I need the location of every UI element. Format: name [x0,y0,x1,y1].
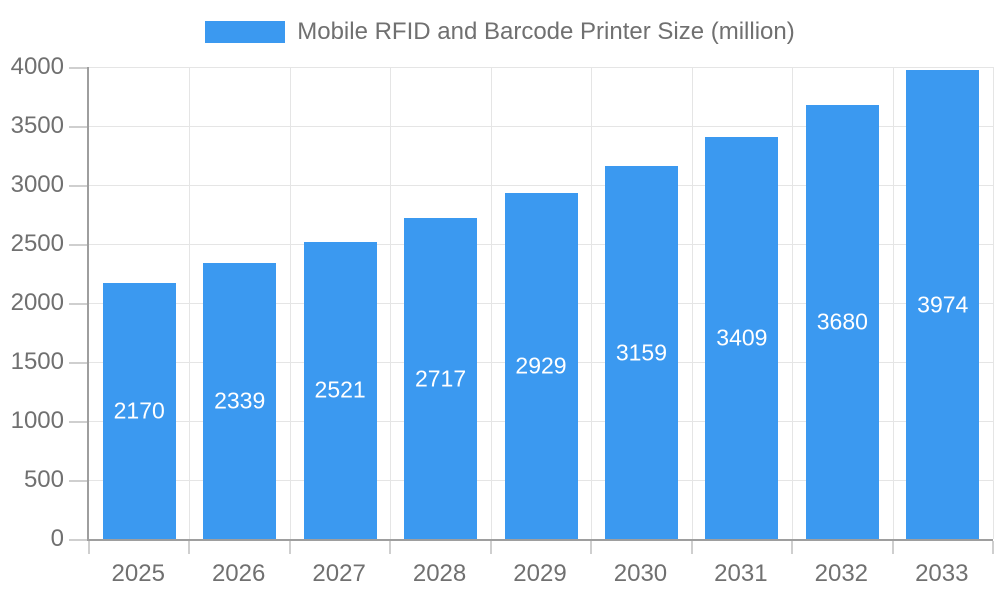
bar-value-label: 3159 [615,339,668,366]
gridline-vertical [390,67,392,539]
x-axis-tick [188,541,191,554]
x-axis-tick [489,541,492,554]
x-axis-label: 2029 [513,560,567,587]
y-axis-label: 3000 [10,171,64,198]
gridline-vertical [892,67,894,539]
y-axis-label: 0 [50,525,64,552]
bar[interactable] [805,104,879,539]
bar-value-label: 2717 [414,365,467,392]
bar[interactable] [203,263,277,539]
gridline-vertical [490,67,492,539]
gridline-vertical [993,67,994,539]
legend-label: Mobile RFID and Barcode Printer Size (mi… [297,18,795,45]
bar-value-label: 2929 [515,352,567,379]
y-axis-label: 2500 [10,230,64,257]
y-axis-tick [69,480,87,482]
legend-swatch [205,21,286,43]
gridline-horizontal [89,185,993,186]
y-axis-label: 3500 [10,112,64,139]
x-axis-label: 2031 [714,560,768,587]
legend[interactable]: Mobile RFID and Barcode Printer Size (mi… [0,18,1000,46]
x-axis-tick [88,541,90,554]
bar[interactable] [604,166,678,539]
y-axis-label: 1000 [10,407,64,434]
bar[interactable] [404,218,478,539]
gridline-vertical [189,67,191,539]
y-axis-label: 1500 [10,348,64,375]
x-axis-label: 2027 [312,560,366,587]
x-axis-tick [288,541,291,554]
bar-value-label: 3974 [917,291,969,318]
x-axis-label: 2025 [111,560,165,587]
gridline-horizontal [89,126,993,127]
bar[interactable] [102,282,176,539]
plot-area: 2170 2339 2521 2717 2929 3159 3409 3680 3974 [87,67,994,541]
y-axis-tick [69,362,87,364]
gridline-vertical [591,67,593,539]
bar[interactable] [504,193,578,539]
x-axis-label: 2033 [915,560,969,587]
y-axis-tick [69,244,87,246]
x-axis-tick [791,541,794,554]
gridline-vertical [691,67,693,539]
x-axis-label: 2030 [613,560,668,587]
x-axis-tick [590,541,593,554]
x-axis-label: 2032 [814,560,869,587]
bar[interactable] [303,241,377,539]
y-axis-label: 500 [23,466,64,493]
gridline-horizontal [89,67,993,68]
y-axis-tick [69,185,87,187]
y-axis-label: 4000 [10,53,64,80]
bar-value-label: 2170 [113,397,165,424]
bar-value-label: 3680 [816,308,868,335]
bar-value-label: 3409 [716,324,768,351]
x-axis-label: 2026 [211,560,266,587]
gridline-vertical [289,67,291,539]
x-axis-tick [690,541,693,554]
bar-value-label: 2521 [314,376,366,403]
y-axis-tick [69,539,87,541]
x-axis-tick [992,541,994,554]
y-axis-tick [69,126,87,128]
y-axis-tick [69,67,87,69]
y-axis-tick [69,421,87,423]
gridline-vertical [792,67,794,539]
x-axis-tick [389,541,392,554]
x-axis-label: 2028 [412,560,467,587]
y-axis-tick [69,303,87,305]
bar[interactable] [705,136,779,539]
bar[interactable] [906,70,980,539]
y-axis-label: 2000 [10,289,64,316]
x-axis-tick [891,541,894,554]
bar-value-label: 2339 [214,387,266,414]
